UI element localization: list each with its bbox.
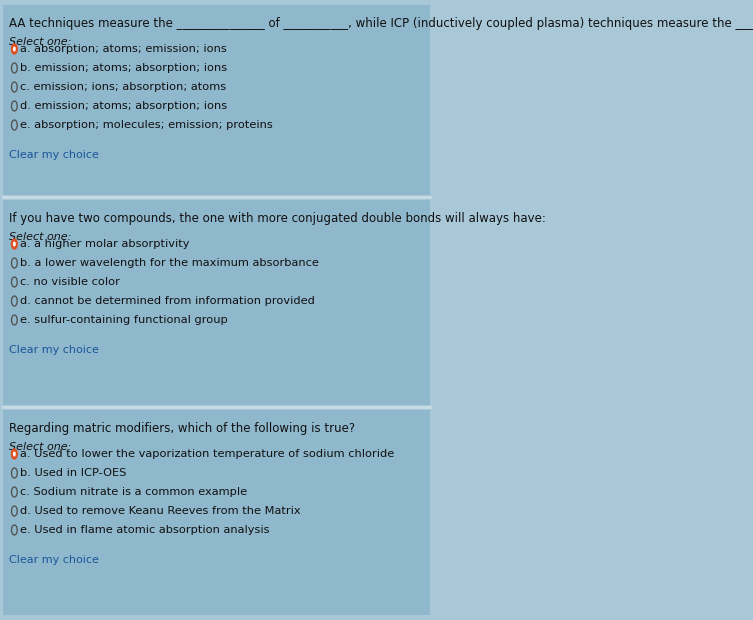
Text: Clear my choice: Clear my choice — [8, 555, 99, 565]
Circle shape — [11, 239, 17, 249]
Text: b. Used in ICP-OES: b. Used in ICP-OES — [20, 468, 126, 478]
Text: b. a lower wavelength for the maximum absorbance: b. a lower wavelength for the maximum ab… — [20, 258, 319, 268]
Circle shape — [13, 46, 16, 51]
Text: e. absorption; molecules; emission; proteins: e. absorption; molecules; emission; prot… — [20, 120, 273, 130]
Circle shape — [11, 44, 17, 54]
Text: Select one:: Select one: — [8, 442, 71, 452]
Text: e. sulfur-containing functional group: e. sulfur-containing functional group — [20, 315, 227, 325]
Circle shape — [13, 242, 16, 247]
Text: Regarding matric modifiers, which of the following is true?: Regarding matric modifiers, which of the… — [8, 422, 355, 435]
Text: a. Used to lower the vaporization temperature of sodium chloride: a. Used to lower the vaporization temper… — [20, 449, 394, 459]
Circle shape — [11, 449, 17, 459]
Text: Clear my choice: Clear my choice — [8, 345, 99, 355]
Text: a. a higher molar absorptivity: a. a higher molar absorptivity — [20, 239, 189, 249]
Text: c. Sodium nitrate is a common example: c. Sodium nitrate is a common example — [20, 487, 247, 497]
Text: AA techniques measure the _______________ of ___________, while ICP (inductively: AA techniques measure the ______________… — [8, 17, 753, 30]
Text: b. emission; atoms; absorption; ions: b. emission; atoms; absorption; ions — [20, 63, 227, 73]
Text: If you have two compounds, the one with more conjugated double bonds will always: If you have two compounds, the one with … — [8, 212, 545, 225]
FancyBboxPatch shape — [3, 200, 430, 405]
Text: c. emission; ions; absorption; atoms: c. emission; ions; absorption; atoms — [20, 82, 226, 92]
FancyBboxPatch shape — [3, 410, 430, 615]
Text: Select one:: Select one: — [8, 232, 71, 242]
Text: d. emission; atoms; absorption; ions: d. emission; atoms; absorption; ions — [20, 101, 227, 111]
Text: Select one:: Select one: — [8, 37, 71, 47]
Text: a. absorption; atoms; emission; ions: a. absorption; atoms; emission; ions — [20, 44, 227, 54]
Text: d. cannot be determined from information provided: d. cannot be determined from information… — [20, 296, 315, 306]
Text: e. Used in flame atomic absorption analysis: e. Used in flame atomic absorption analy… — [20, 525, 269, 535]
Text: Clear my choice: Clear my choice — [8, 150, 99, 160]
FancyBboxPatch shape — [3, 5, 430, 195]
Circle shape — [13, 451, 16, 456]
Text: d. Used to remove Keanu Reeves from the Matrix: d. Used to remove Keanu Reeves from the … — [20, 506, 300, 516]
Text: c. no visible color: c. no visible color — [20, 277, 120, 287]
